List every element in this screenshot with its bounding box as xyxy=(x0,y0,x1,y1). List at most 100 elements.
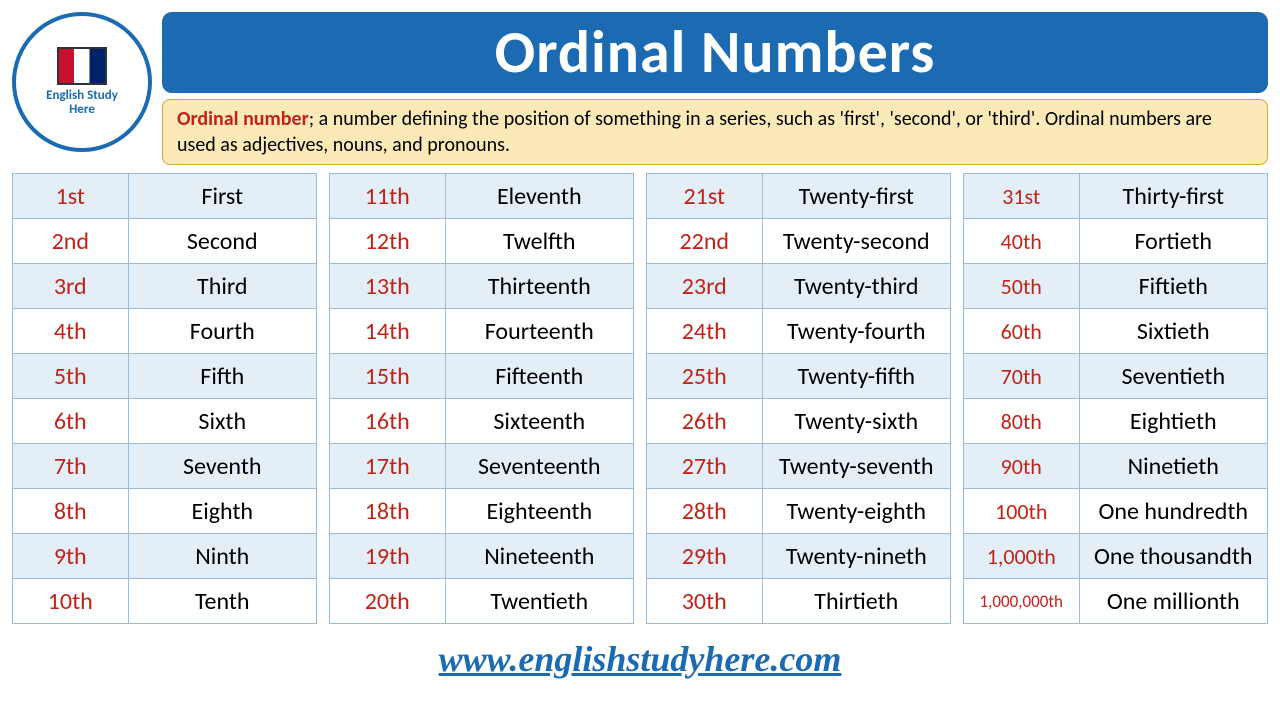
word-cell: Sixteenth xyxy=(445,399,633,444)
word-cell: Seventeenth xyxy=(445,444,633,489)
ordinal-cell: 25th xyxy=(647,354,763,399)
table-row: 18thEighteenth xyxy=(330,489,634,534)
word-cell: Eightieth xyxy=(1079,399,1267,444)
word-cell: Twelfth xyxy=(445,219,633,264)
table-row: 1,000,000thOne millionth xyxy=(964,579,1268,624)
word-cell: Fiftieth xyxy=(1079,264,1267,309)
word-cell: Fourth xyxy=(128,309,316,354)
word-cell: Sixth xyxy=(128,399,316,444)
ordinals-col-2: 11thEleventh12thTwelfth13thThirteenth14t… xyxy=(329,173,634,624)
word-cell: Thirty-first xyxy=(1079,174,1267,219)
ordinal-cell: 1st xyxy=(13,174,129,219)
word-cell: One thousandth xyxy=(1079,534,1267,579)
ordinal-cell: 1,000,000th xyxy=(964,579,1080,624)
table-row: 70thSeventieth xyxy=(964,354,1268,399)
table-row: 31stThirty-first xyxy=(964,174,1268,219)
ordinal-cell: 60th xyxy=(964,309,1080,354)
logo-line2: Here xyxy=(69,102,95,117)
word-cell: Twenty-fifth xyxy=(762,354,950,399)
ordinal-cell: 20th xyxy=(330,579,446,624)
ordinal-cell: 21st xyxy=(647,174,763,219)
ordinal-cell: 29th xyxy=(647,534,763,579)
table-row: 13thThirteenth xyxy=(330,264,634,309)
ordinal-cell: 14th xyxy=(330,309,446,354)
word-cell: Twentieth xyxy=(445,579,633,624)
ordinal-cell: 22nd xyxy=(647,219,763,264)
ordinals-col-1: 1stFirst2ndSecond3rdThird4thFourth5thFif… xyxy=(12,173,317,624)
ordinal-cell: 10th xyxy=(13,579,129,624)
ordinal-cell: 7th xyxy=(13,444,129,489)
ordinal-cell: 100th xyxy=(964,489,1080,534)
ordinal-cell: 6th xyxy=(13,399,129,444)
word-cell: Twenty-seventh xyxy=(762,444,950,489)
word-cell: Twenty-first xyxy=(762,174,950,219)
ordinals-col-4: 31stThirty-first40thFortieth50thFiftieth… xyxy=(963,173,1268,624)
table-row: 1stFirst xyxy=(13,174,317,219)
table-row: 29thTwenty-nineth xyxy=(647,534,951,579)
table-row: 15thFifteenth xyxy=(330,354,634,399)
word-cell: Twenty-sixth xyxy=(762,399,950,444)
ordinal-cell: 80th xyxy=(964,399,1080,444)
table-row: 23rdTwenty-third xyxy=(647,264,951,309)
ordinal-cell: 17th xyxy=(330,444,446,489)
table-row: 60thSixtieth xyxy=(964,309,1268,354)
ordinal-cell: 28th xyxy=(647,489,763,534)
ordinal-cell: 23rd xyxy=(647,264,763,309)
ordinal-cell: 18th xyxy=(330,489,446,534)
ordinal-cell: 90th xyxy=(964,444,1080,489)
word-cell: Seventieth xyxy=(1079,354,1267,399)
ordinal-cell: 50th xyxy=(964,264,1080,309)
ordinal-cell: 30th xyxy=(647,579,763,624)
footer-url: www.englishstudyhere.com xyxy=(12,638,1268,680)
ordinal-cell: 16th xyxy=(330,399,446,444)
ordinal-cell: 2nd xyxy=(13,219,129,264)
word-cell: Thirtieth xyxy=(762,579,950,624)
definition-term: Ordinal number xyxy=(177,107,309,131)
word-cell: Fourteenth xyxy=(445,309,633,354)
table-row: 17thSeventeenth xyxy=(330,444,634,489)
word-cell: One millionth xyxy=(1079,579,1267,624)
word-cell: Twenty-eighth xyxy=(762,489,950,534)
ordinal-cell: 40th xyxy=(964,219,1080,264)
logo-line1: English Study xyxy=(46,88,118,103)
word-cell: Ninth xyxy=(128,534,316,579)
table-row: 2ndSecond xyxy=(13,219,317,264)
table-row: 22ndTwenty-second xyxy=(647,219,951,264)
table-row: 12thTwelfth xyxy=(330,219,634,264)
word-cell: Twenty-fourth xyxy=(762,309,950,354)
table-row: 80thEightieth xyxy=(964,399,1268,444)
table-row: 19thNineteenth xyxy=(330,534,634,579)
table-row: 3rdThird xyxy=(13,264,317,309)
table-row: 7thSeventh xyxy=(13,444,317,489)
table-row: 25thTwenty-fifth xyxy=(647,354,951,399)
tables-container: 1stFirst2ndSecond3rdThird4thFourth5thFif… xyxy=(12,173,1268,624)
table-row: 20thTwentieth xyxy=(330,579,634,624)
table-row: 4thFourth xyxy=(13,309,317,354)
word-cell: Eighteenth xyxy=(445,489,633,534)
ordinal-cell: 13th xyxy=(330,264,446,309)
ordinal-cell: 8th xyxy=(13,489,129,534)
word-cell: Twenty-third xyxy=(762,264,950,309)
table-row: 50thFiftieth xyxy=(964,264,1268,309)
word-cell: Eleventh xyxy=(445,174,633,219)
table-row: 40thFortieth xyxy=(964,219,1268,264)
ordinal-cell: 19th xyxy=(330,534,446,579)
table-row: 5thFifth xyxy=(13,354,317,399)
header-right: Ordinal Numbers Ordinal number; a number… xyxy=(162,12,1268,165)
logo-badge: English Study Here xyxy=(12,12,152,152)
table-row: 11thEleventh xyxy=(330,174,634,219)
ordinal-cell: 12th xyxy=(330,219,446,264)
table-row: 28thTwenty-eighth xyxy=(647,489,951,534)
table-row: 10thTenth xyxy=(13,579,317,624)
table-row: 1,000thOne thousandth xyxy=(964,534,1268,579)
word-cell: Eighth xyxy=(128,489,316,534)
table-row: 14thFourteenth xyxy=(330,309,634,354)
word-cell: Sixtieth xyxy=(1079,309,1267,354)
page-title: Ordinal Numbers xyxy=(162,12,1268,93)
table-row: 27thTwenty-seventh xyxy=(647,444,951,489)
ordinal-cell: 70th xyxy=(964,354,1080,399)
word-cell: Nineteenth xyxy=(445,534,633,579)
table-row: 21stTwenty-first xyxy=(647,174,951,219)
header: English Study Here Ordinal Numbers Ordin… xyxy=(12,12,1268,165)
ordinal-cell: 15th xyxy=(330,354,446,399)
